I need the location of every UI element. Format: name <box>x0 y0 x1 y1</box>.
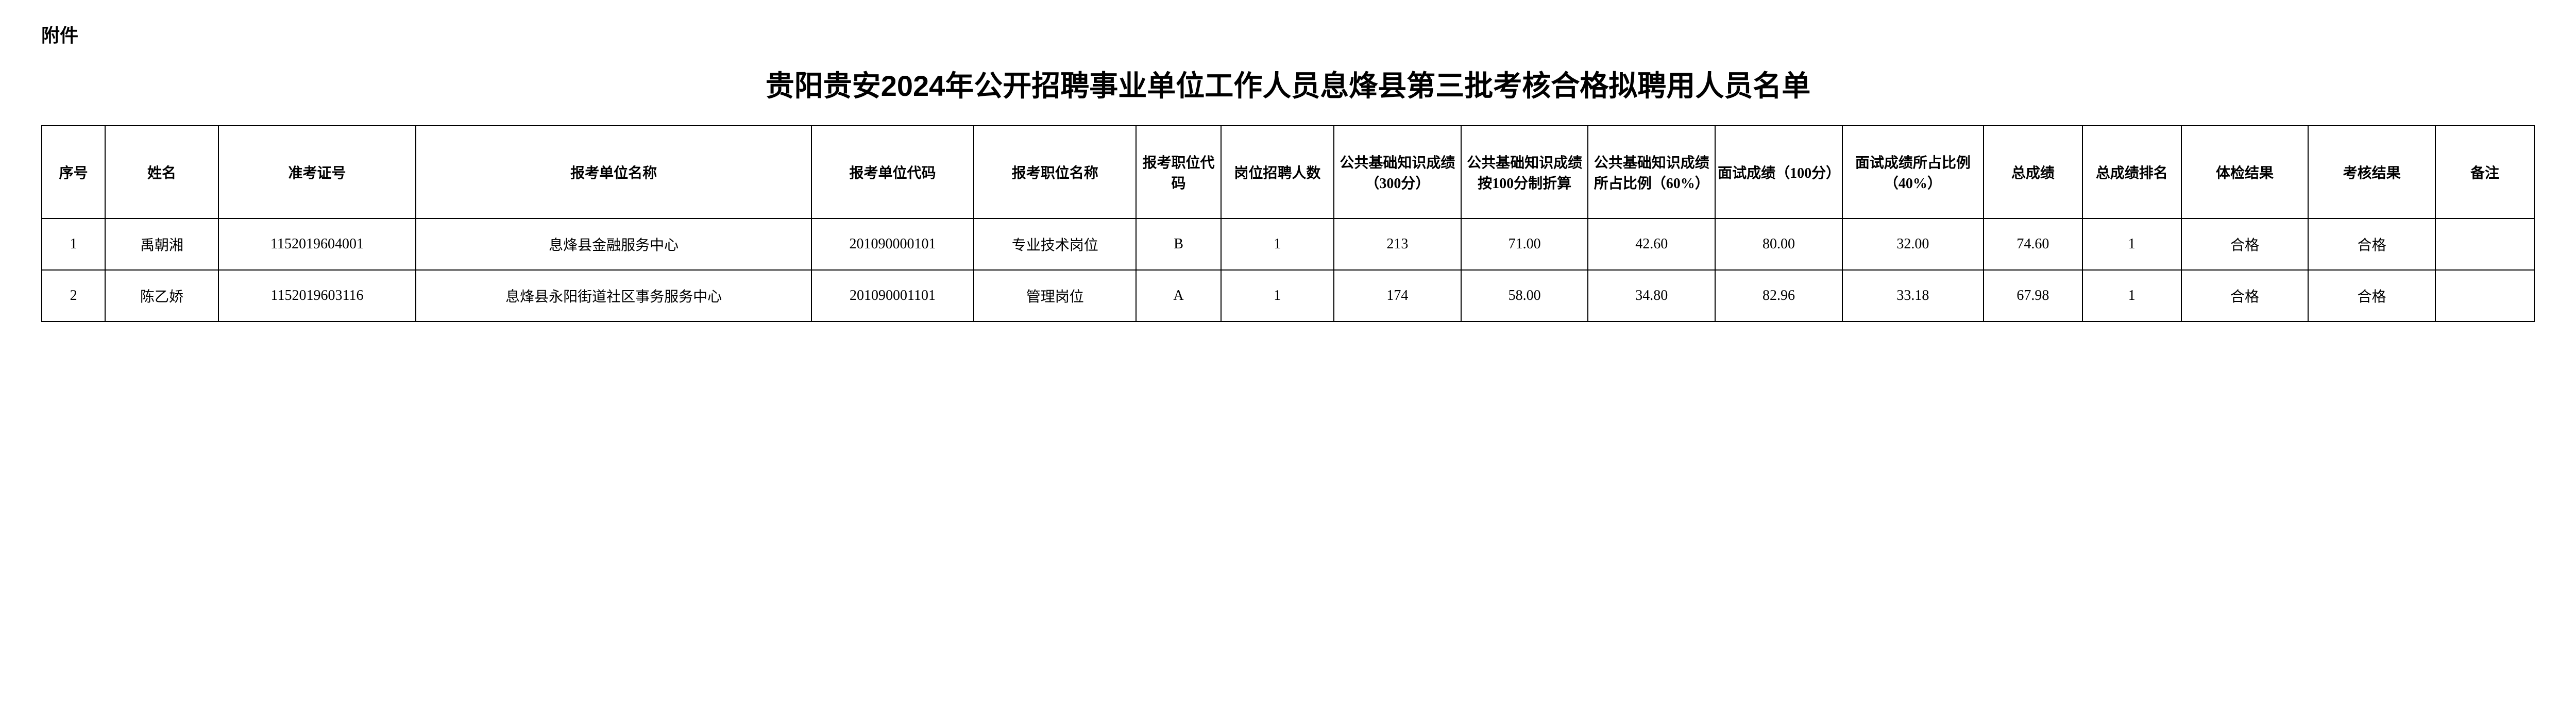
attachment-label: 附件 <box>41 21 2535 47</box>
cell-interview-ratio: 33.18 <box>1842 270 1984 322</box>
cell-seq: 1 <box>42 218 105 270</box>
cell-basic-convert: 58.00 <box>1461 270 1588 322</box>
cell-physical: 合格 <box>2181 218 2309 270</box>
cell-unit-code: 201090000101 <box>811 218 974 270</box>
table-row: 2 陈乙娇 1152019603116 息烽县永阳街道社区事务服务中心 2010… <box>42 270 2534 322</box>
header-interview-ratio: 面试成绩所占比例（40%） <box>1842 126 1984 218</box>
header-name: 姓名 <box>105 126 218 218</box>
cell-seq: 2 <box>42 270 105 322</box>
cell-rank: 1 <box>2082 218 2181 270</box>
header-seq: 序号 <box>42 126 105 218</box>
cell-recruits: 1 <box>1221 218 1334 270</box>
cell-name: 陈乙娇 <box>105 270 218 322</box>
cell-physical: 合格 <box>2181 270 2309 322</box>
header-recruits: 岗位招聘人数 <box>1221 126 1334 218</box>
cell-recruits: 1 <box>1221 270 1334 322</box>
cell-position-name: 专业技术岗位 <box>974 218 1136 270</box>
table-header-row: 序号 姓名 准考证号 报考单位名称 报考单位代码 报考职位名称 报考职位代码 岗… <box>42 126 2534 218</box>
header-basic-convert: 公共基础知识成绩按100分制折算 <box>1461 126 1588 218</box>
header-basic-ratio: 公共基础知识成绩所占比例（60%） <box>1588 126 1715 218</box>
table-row: 1 禹朝湘 1152019604001 息烽县金融服务中心 2010900001… <box>42 218 2534 270</box>
personnel-table: 序号 姓名 准考证号 报考单位名称 报考单位代码 报考职位名称 报考职位代码 岗… <box>41 125 2535 322</box>
header-position-name: 报考职位名称 <box>974 126 1136 218</box>
cell-position-name: 管理岗位 <box>974 270 1136 322</box>
cell-unit-code: 201090001101 <box>811 270 974 322</box>
cell-total: 74.60 <box>1984 218 2082 270</box>
cell-assess: 合格 <box>2308 218 2435 270</box>
cell-position-code: A <box>1136 270 1221 322</box>
cell-basic-convert: 71.00 <box>1461 218 1588 270</box>
header-unit-code: 报考单位代码 <box>811 126 974 218</box>
cell-unit-name: 息烽县永阳街道社区事务服务中心 <box>416 270 811 322</box>
header-interview-score: 面试成绩（100分） <box>1715 126 1842 218</box>
header-physical: 体检结果 <box>2181 126 2309 218</box>
cell-interview-ratio: 32.00 <box>1842 218 1984 270</box>
cell-basic-score: 174 <box>1334 270 1461 322</box>
cell-remark <box>2435 218 2534 270</box>
header-position-code: 报考职位代码 <box>1136 126 1221 218</box>
cell-basic-ratio: 34.80 <box>1588 270 1715 322</box>
cell-ticket: 1152019603116 <box>218 270 416 322</box>
cell-interview-score: 82.96 <box>1715 270 1842 322</box>
header-assess: 考核结果 <box>2308 126 2435 218</box>
header-rank: 总成绩排名 <box>2082 126 2181 218</box>
cell-ticket: 1152019604001 <box>218 218 416 270</box>
cell-basic-ratio: 42.60 <box>1588 218 1715 270</box>
cell-position-code: B <box>1136 218 1221 270</box>
cell-total: 67.98 <box>1984 270 2082 322</box>
cell-name: 禹朝湘 <box>105 218 218 270</box>
main-title: 贵阳贵安2024年公开招聘事业单位工作人员息烽县第三批考核合格拟聘用人员名单 <box>41 63 2535 105</box>
header-unit-name: 报考单位名称 <box>416 126 811 218</box>
cell-basic-score: 213 <box>1334 218 1461 270</box>
cell-unit-name: 息烽县金融服务中心 <box>416 218 811 270</box>
cell-assess: 合格 <box>2308 270 2435 322</box>
cell-rank: 1 <box>2082 270 2181 322</box>
header-total: 总成绩 <box>1984 126 2082 218</box>
cell-interview-score: 80.00 <box>1715 218 1842 270</box>
header-basic-score: 公共基础知识成绩（300分） <box>1334 126 1461 218</box>
header-remark: 备注 <box>2435 126 2534 218</box>
cell-remark <box>2435 270 2534 322</box>
header-ticket: 准考证号 <box>218 126 416 218</box>
